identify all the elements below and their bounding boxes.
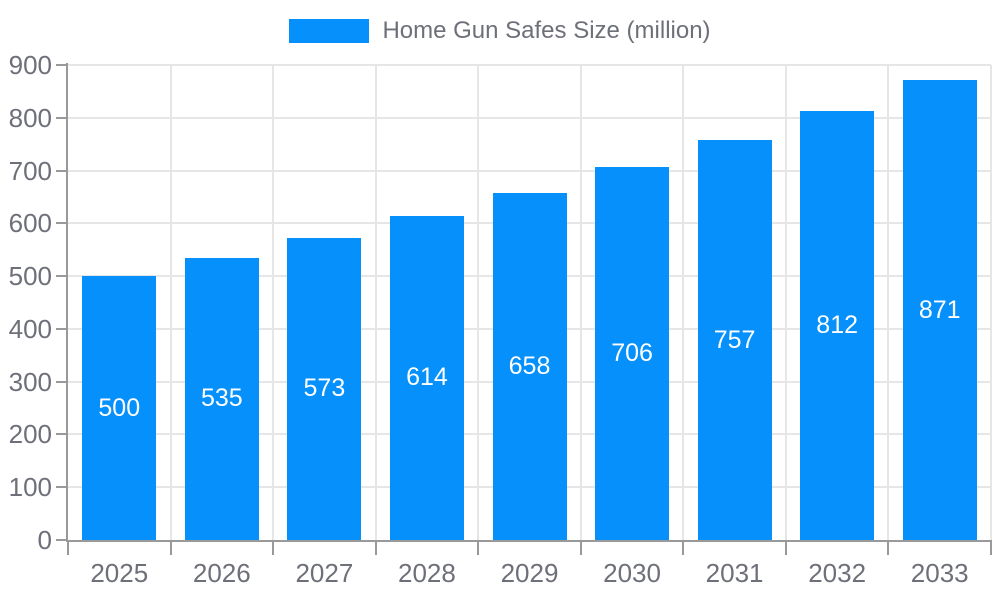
y-axis-label: 300 bbox=[8, 366, 52, 397]
x-gridline bbox=[682, 65, 685, 540]
bar-value-label: 871 bbox=[918, 295, 961, 324]
y-axis-label: 100 bbox=[8, 472, 52, 503]
y-axis-label: 400 bbox=[8, 313, 52, 344]
y-axis-tick bbox=[56, 222, 68, 225]
x-axis-label: 2027 bbox=[295, 558, 354, 588]
y-axis-line bbox=[66, 63, 68, 540]
bar-value-label: 573 bbox=[303, 374, 346, 403]
x-axis-tick bbox=[784, 540, 787, 555]
bar-value-label: 706 bbox=[611, 339, 653, 368]
y-axis-label: 900 bbox=[8, 50, 52, 80]
bar-value-label: 757 bbox=[713, 325, 756, 354]
y-axis-tick bbox=[56, 116, 68, 119]
x-axis-tick bbox=[682, 540, 685, 555]
bar-2025[interactable]: 500 bbox=[82, 276, 157, 540]
legend-swatch-icon bbox=[289, 19, 370, 43]
y-axis-tick bbox=[56, 327, 68, 330]
x-axis-line bbox=[66, 540, 991, 542]
x-axis-tick bbox=[67, 540, 69, 555]
y-gridline bbox=[68, 169, 991, 172]
y-axis-label: 600 bbox=[8, 208, 52, 239]
x-axis-tick bbox=[990, 540, 992, 555]
bar-2027[interactable]: 573 bbox=[287, 237, 362, 540]
bar-value-label: 658 bbox=[508, 351, 551, 380]
y-axis-label: 700 bbox=[8, 155, 52, 186]
x-gridline bbox=[374, 65, 377, 540]
bar-value-label: 812 bbox=[816, 311, 859, 340]
bar-2032[interactable]: 812 bbox=[800, 111, 875, 540]
bar-2031[interactable]: 757 bbox=[697, 140, 772, 540]
x-gridline bbox=[784, 65, 787, 540]
x-axis-tick bbox=[374, 540, 377, 555]
x-axis-label: 2028 bbox=[398, 558, 456, 588]
bar-value-label: 535 bbox=[200, 384, 243, 413]
x-gridline bbox=[579, 65, 582, 540]
y-gridline bbox=[68, 64, 991, 66]
y-axis-tick bbox=[56, 169, 68, 172]
x-gridline bbox=[272, 65, 275, 540]
x-gridline bbox=[477, 65, 480, 540]
chart-legend-item[interactable]: Home Gun Safes Size (million) bbox=[0, 17, 1000, 45]
x-axis-label: 2032 bbox=[808, 558, 867, 588]
x-axis-tick bbox=[272, 540, 275, 555]
y-axis-label: 500 bbox=[8, 261, 52, 292]
y-axis-label: 800 bbox=[8, 102, 52, 133]
bar-2026[interactable]: 535 bbox=[184, 257, 259, 540]
x-axis-label: 2026 bbox=[192, 558, 251, 588]
legend-series-label: Home Gun Safes Size (million) bbox=[382, 17, 711, 44]
y-axis-tick bbox=[56, 275, 68, 278]
y-axis-tick bbox=[56, 539, 68, 541]
x-gridline bbox=[169, 65, 172, 540]
x-axis-label: 2025 bbox=[90, 558, 149, 588]
x-axis-tick bbox=[477, 540, 480, 555]
bar-2028[interactable]: 614 bbox=[389, 215, 464, 540]
bar-2029[interactable]: 658 bbox=[492, 192, 567, 540]
x-axis-tick bbox=[169, 540, 172, 555]
y-axis-tick bbox=[56, 64, 68, 66]
bar-2033[interactable]: 871 bbox=[902, 80, 977, 540]
x-axis-label: 2029 bbox=[500, 558, 559, 588]
y-axis-tick bbox=[56, 486, 68, 489]
y-axis-tick bbox=[56, 433, 68, 436]
y-gridline bbox=[68, 116, 991, 119]
x-axis-label: 2031 bbox=[705, 558, 764, 588]
bar-value-label: 614 bbox=[406, 363, 448, 392]
x-axis-tick bbox=[887, 540, 890, 555]
x-gridline bbox=[887, 65, 890, 540]
x-gridline bbox=[990, 65, 992, 540]
y-axis-label: 200 bbox=[8, 419, 52, 450]
y-axis-tick bbox=[56, 380, 68, 383]
bar-2030[interactable]: 706 bbox=[595, 167, 670, 540]
y-axis-label: 0 bbox=[37, 525, 52, 555]
x-axis-tick bbox=[579, 540, 582, 555]
x-axis-label: 2033 bbox=[910, 558, 969, 588]
bar-value-label: 500 bbox=[98, 393, 141, 422]
x-axis-label: 2030 bbox=[603, 558, 661, 588]
